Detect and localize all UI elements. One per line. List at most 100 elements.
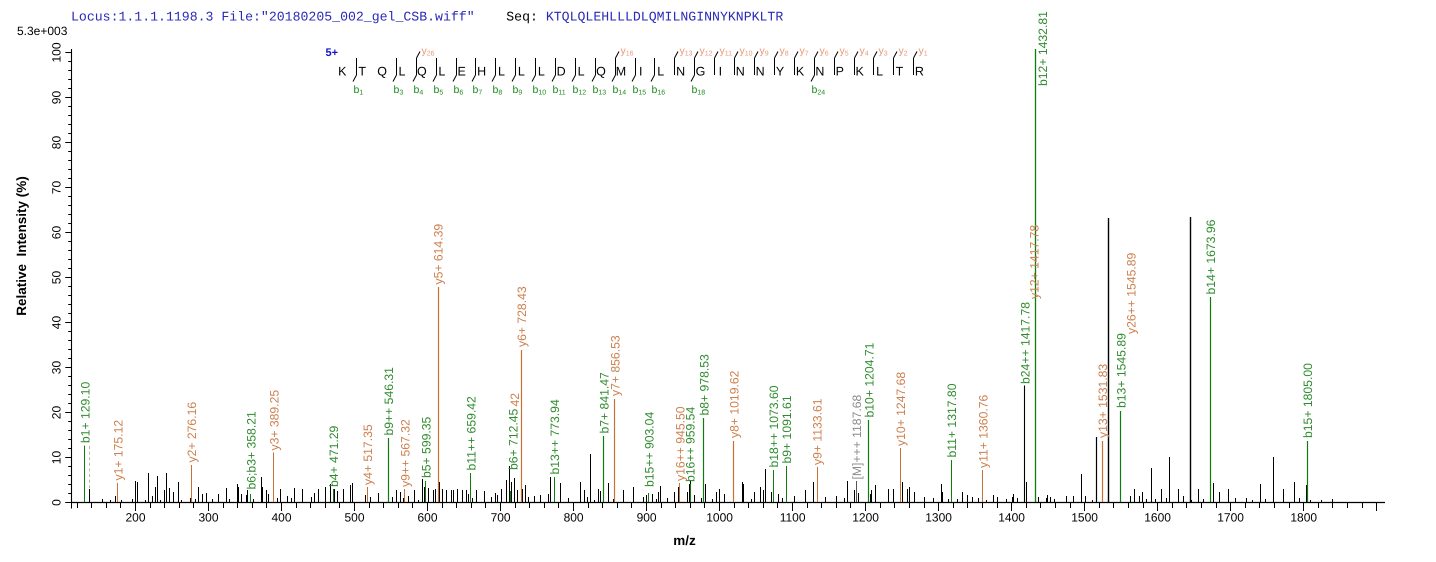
svg-text:R: R xyxy=(915,65,924,79)
svg-text:y11+ 1360.76: y11+ 1360.76 xyxy=(977,394,991,468)
svg-text:y5+ 614.39: y5+ 614.39 xyxy=(432,224,446,285)
svg-text:N: N xyxy=(736,65,745,79)
svg-text:Y: Y xyxy=(776,65,785,79)
svg-text:42: 42 xyxy=(508,393,522,407)
svg-text:b6+ 712.45: b6+ 712.45 xyxy=(507,408,521,470)
svg-text:K: K xyxy=(796,65,805,79)
svg-text:y1: y1 xyxy=(919,45,928,58)
svg-text:b1+ 129.10: b1+ 129.10 xyxy=(78,382,92,444)
svg-text:b15++ 903.04: b15++ 903.04 xyxy=(642,412,656,487)
svg-text:b5+ 599.35: b5+ 599.35 xyxy=(419,416,433,478)
svg-text:10: 10 xyxy=(50,451,64,465)
svg-text:5.3e+003: 5.3e+003 xyxy=(17,24,68,38)
svg-text:I: I xyxy=(639,65,642,79)
svg-text:b1: b1 xyxy=(354,84,364,97)
svg-text:100: 100 xyxy=(50,42,64,62)
svg-text:80: 80 xyxy=(50,136,64,150)
svg-text:y9++ 567.32: y9++ 567.32 xyxy=(399,419,413,487)
svg-text:m/z: m/z xyxy=(673,533,696,548)
svg-text:L: L xyxy=(538,65,545,79)
svg-text:1000: 1000 xyxy=(706,511,733,525)
svg-text:Q: Q xyxy=(377,65,387,79)
svg-text:y7+ 856.53: y7+ 856.53 xyxy=(608,335,622,396)
svg-text:30: 30 xyxy=(50,361,64,375)
svg-text:50: 50 xyxy=(50,271,64,285)
svg-text:400: 400 xyxy=(271,511,291,525)
svg-text:800: 800 xyxy=(564,511,584,525)
svg-text:T: T xyxy=(358,65,366,79)
svg-text:b5: b5 xyxy=(434,84,444,97)
svg-text:T: T xyxy=(896,65,904,79)
svg-text:900: 900 xyxy=(637,511,657,525)
svg-text:90: 90 xyxy=(50,91,64,105)
svg-text:b11+ 1317.80: b11+ 1317.80 xyxy=(945,383,959,457)
svg-text:y9: y9 xyxy=(760,45,769,58)
svg-text:y7: y7 xyxy=(800,45,809,58)
svg-text:N: N xyxy=(756,65,765,79)
svg-text:y6+ 728.43: y6+ 728.43 xyxy=(515,286,529,347)
svg-text:y2+ 276.16: y2+ 276.16 xyxy=(185,402,199,463)
svg-text:y4: y4 xyxy=(860,45,869,58)
svg-text:b10+ 1204.71: b10+ 1204.71 xyxy=(863,342,877,417)
svg-text:1200: 1200 xyxy=(852,511,879,525)
svg-text:L: L xyxy=(438,65,445,79)
svg-text:y3: y3 xyxy=(879,45,888,58)
svg-text:y16++ 945.50: y16++ 945.50 xyxy=(673,406,687,481)
svg-text:y1+ 175.12: y1+ 175.12 xyxy=(112,420,126,481)
svg-text:K: K xyxy=(338,65,347,79)
svg-text:b9++ 546.31: b9++ 546.31 xyxy=(382,367,396,436)
svg-text:b24++ 1417.78: b24++ 1417.78 xyxy=(1018,302,1032,384)
svg-text:y2: y2 xyxy=(899,45,908,58)
svg-text:b7: b7 xyxy=(473,84,483,97)
svg-text:H: H xyxy=(477,65,486,79)
svg-text:I: I xyxy=(719,65,722,79)
svg-text:300: 300 xyxy=(198,511,218,525)
svg-text:y8: y8 xyxy=(780,45,789,58)
svg-text:1400: 1400 xyxy=(998,511,1025,525)
svg-text:N: N xyxy=(815,65,824,79)
svg-text:b9: b9 xyxy=(513,84,523,97)
svg-text:L: L xyxy=(399,65,406,79)
svg-text:b7+ 841.47: b7+ 841.47 xyxy=(597,372,611,434)
svg-text:1800: 1800 xyxy=(1290,511,1317,525)
svg-text:700: 700 xyxy=(491,511,511,525)
svg-text:y4+ 517.35: y4+ 517.35 xyxy=(361,424,375,485)
svg-text:Relative Intensity (%): Relative Intensity (%) xyxy=(14,176,29,316)
svg-text:1100: 1100 xyxy=(780,511,806,525)
svg-text:N: N xyxy=(676,65,685,79)
svg-text:0: 0 xyxy=(50,499,64,506)
svg-text:y8+ 1019.62: y8+ 1019.62 xyxy=(728,370,742,438)
svg-text:y5: y5 xyxy=(840,45,849,58)
svg-text:1700: 1700 xyxy=(1217,511,1244,525)
svg-text:P: P xyxy=(836,65,844,79)
svg-text:G: G xyxy=(696,65,706,79)
svg-text:5+: 5+ xyxy=(325,47,338,59)
svg-text:L: L xyxy=(578,65,585,79)
svg-text:L: L xyxy=(876,65,883,79)
svg-text:b13+ 1545.89: b13+ 1545.89 xyxy=(1115,333,1129,408)
svg-text:b8: b8 xyxy=(493,84,503,97)
svg-text:b6;b3+ 358.21: b6;b3+ 358.21 xyxy=(244,411,258,490)
svg-text:y26++ 1545.89: y26++ 1545.89 xyxy=(1125,252,1139,334)
svg-text:1500: 1500 xyxy=(1071,511,1098,525)
svg-text:Q: Q xyxy=(417,65,427,79)
svg-text:b12+ 1432.81: b12+ 1432.81 xyxy=(1036,11,1050,86)
svg-text:b8+ 978.53: b8+ 978.53 xyxy=(698,354,712,416)
svg-text:b4: b4 xyxy=(414,84,424,97)
svg-text:L: L xyxy=(498,65,505,79)
svg-text:Locus:1.1.1.1198.3 File:"20180: Locus:1.1.1.1198.3 File:"20180205_002_ge… xyxy=(71,10,783,25)
svg-text:20: 20 xyxy=(50,406,64,420)
svg-text:200: 200 xyxy=(125,511,145,525)
svg-text:y3+ 389.25: y3+ 389.25 xyxy=(267,390,281,451)
svg-text:40: 40 xyxy=(50,316,64,330)
svg-text:y6: y6 xyxy=(820,45,829,58)
svg-text:y13+ 1531.83: y13+ 1531.83 xyxy=(1096,364,1110,438)
svg-text:[M]+++ 1187.68: [M]+++ 1187.68 xyxy=(850,394,864,479)
svg-text:b11++ 659.42: b11++ 659.42 xyxy=(465,396,479,471)
svg-text:600: 600 xyxy=(417,511,437,525)
svg-text:D: D xyxy=(557,65,566,79)
svg-text:b3: b3 xyxy=(394,84,404,97)
svg-text:Q: Q xyxy=(596,65,606,79)
svg-text:b13++ 773.94: b13++ 773.94 xyxy=(548,399,562,474)
svg-text:b14+ 1673.96: b14+ 1673.96 xyxy=(1204,219,1218,294)
